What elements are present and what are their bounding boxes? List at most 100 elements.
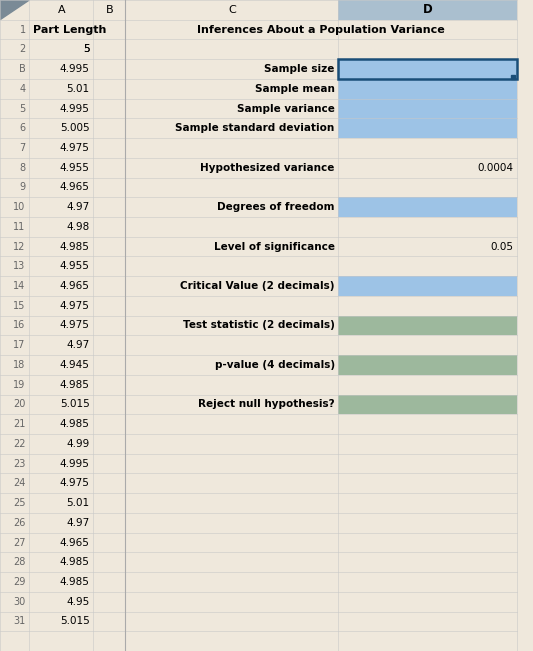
Bar (338, 316, 517, 335)
Bar (125, 473, 338, 493)
Bar (0, 0, 29, 20)
Bar (0, 20, 29, 40)
Text: 4.945: 4.945 (60, 360, 90, 370)
Bar (338, 197, 517, 217)
Text: 5: 5 (83, 44, 90, 54)
Bar (93, 335, 125, 355)
Bar (29, 217, 93, 237)
Text: 26: 26 (13, 518, 26, 528)
Bar (0, 276, 29, 296)
Bar (338, 0, 517, 20)
Bar (125, 414, 338, 434)
Text: 6: 6 (20, 123, 26, 133)
Text: 4.985: 4.985 (60, 419, 90, 429)
Bar (0, 158, 29, 178)
Text: 9: 9 (20, 182, 26, 193)
Bar (93, 20, 125, 40)
Bar (338, 0, 517, 20)
Bar (338, 375, 517, 395)
Bar (93, 355, 125, 375)
Bar (93, 375, 125, 395)
Bar (29, 276, 93, 296)
Text: Sample standard deviation: Sample standard deviation (175, 123, 335, 133)
Bar (125, 296, 338, 316)
Bar (338, 79, 517, 99)
Bar (29, 395, 93, 414)
Bar (338, 59, 517, 79)
Bar (338, 355, 517, 375)
Bar (29, 611, 93, 631)
Bar (93, 572, 125, 592)
Bar (93, 0, 125, 20)
Text: 4.975: 4.975 (60, 301, 90, 311)
Bar (338, 572, 517, 592)
Text: 20: 20 (13, 400, 26, 409)
Bar (338, 99, 517, 118)
Bar (125, 493, 338, 513)
Bar (338, 118, 517, 138)
Bar (93, 473, 125, 493)
Text: 4.98: 4.98 (66, 222, 90, 232)
Text: Inferences About a Population Variance: Inferences About a Population Variance (197, 25, 445, 35)
Bar (29, 178, 93, 197)
Text: 4.955: 4.955 (60, 163, 90, 173)
Bar (29, 316, 93, 335)
Text: 22: 22 (13, 439, 26, 449)
Bar (338, 138, 517, 158)
Bar (338, 454, 517, 473)
Bar (338, 158, 517, 178)
Bar (125, 513, 338, 533)
Text: 5: 5 (19, 104, 26, 113)
Text: 24: 24 (13, 478, 26, 488)
Text: Degrees of freedom: Degrees of freedom (217, 202, 335, 212)
Bar (93, 40, 125, 59)
Bar (125, 237, 338, 256)
Bar (93, 434, 125, 454)
Bar (0, 395, 29, 414)
Bar (29, 20, 93, 40)
Bar (125, 375, 338, 395)
Bar (125, 276, 338, 296)
Text: 4.97: 4.97 (66, 202, 90, 212)
Bar (93, 138, 125, 158)
Bar (0, 296, 29, 316)
Text: 4.975: 4.975 (60, 478, 90, 488)
Bar (338, 79, 517, 99)
Text: 4.985: 4.985 (60, 577, 90, 587)
Bar (29, 552, 93, 572)
Text: 15: 15 (13, 301, 26, 311)
Bar (338, 256, 517, 276)
Bar (29, 138, 93, 158)
Bar (29, 533, 93, 552)
Bar (93, 493, 125, 513)
Bar (93, 256, 125, 276)
Bar (0, 256, 29, 276)
Bar (93, 296, 125, 316)
Bar (125, 355, 338, 375)
Bar (125, 572, 338, 592)
Bar (125, 178, 338, 197)
Bar (0, 592, 29, 611)
Text: B: B (106, 5, 113, 15)
Bar (0, 335, 29, 355)
Bar (93, 395, 125, 414)
Text: B: B (19, 64, 26, 74)
Text: 28: 28 (13, 557, 26, 567)
Bar (0, 533, 29, 552)
Bar (0, 572, 29, 592)
Bar (338, 197, 517, 217)
Text: 4.995: 4.995 (60, 458, 90, 469)
Text: Sample variance: Sample variance (237, 104, 335, 113)
Bar (0, 454, 29, 473)
Text: 0.0004: 0.0004 (477, 163, 513, 173)
Bar (125, 316, 338, 335)
Bar (338, 473, 517, 493)
Bar (93, 217, 125, 237)
Bar (29, 237, 93, 256)
Text: 21: 21 (13, 419, 26, 429)
Text: 4.965: 4.965 (60, 281, 90, 291)
Polygon shape (0, 0, 29, 20)
Text: 31: 31 (13, 616, 26, 626)
Bar (29, 592, 93, 611)
Text: 5: 5 (83, 44, 90, 54)
